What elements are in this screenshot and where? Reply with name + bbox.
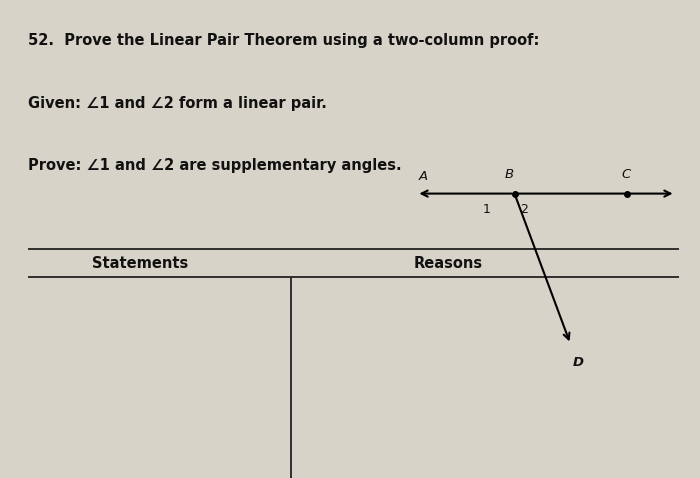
Text: 2: 2 bbox=[519, 203, 528, 216]
Text: C: C bbox=[622, 168, 631, 181]
Text: D: D bbox=[573, 356, 584, 369]
Text: 52.  Prove the Linear Pair Theorem using a two-column proof:: 52. Prove the Linear Pair Theorem using … bbox=[28, 33, 540, 48]
Text: Statements: Statements bbox=[92, 256, 188, 271]
Text: Reasons: Reasons bbox=[414, 256, 482, 271]
Text: 1: 1 bbox=[482, 203, 491, 216]
Text: Prove: ∠1 and ∠2 are supplementary angles.: Prove: ∠1 and ∠2 are supplementary angle… bbox=[28, 158, 402, 173]
Text: A: A bbox=[419, 170, 428, 183]
Text: B: B bbox=[505, 168, 514, 181]
Text: Given: ∠1 and ∠2 form a linear pair.: Given: ∠1 and ∠2 form a linear pair. bbox=[28, 96, 327, 110]
